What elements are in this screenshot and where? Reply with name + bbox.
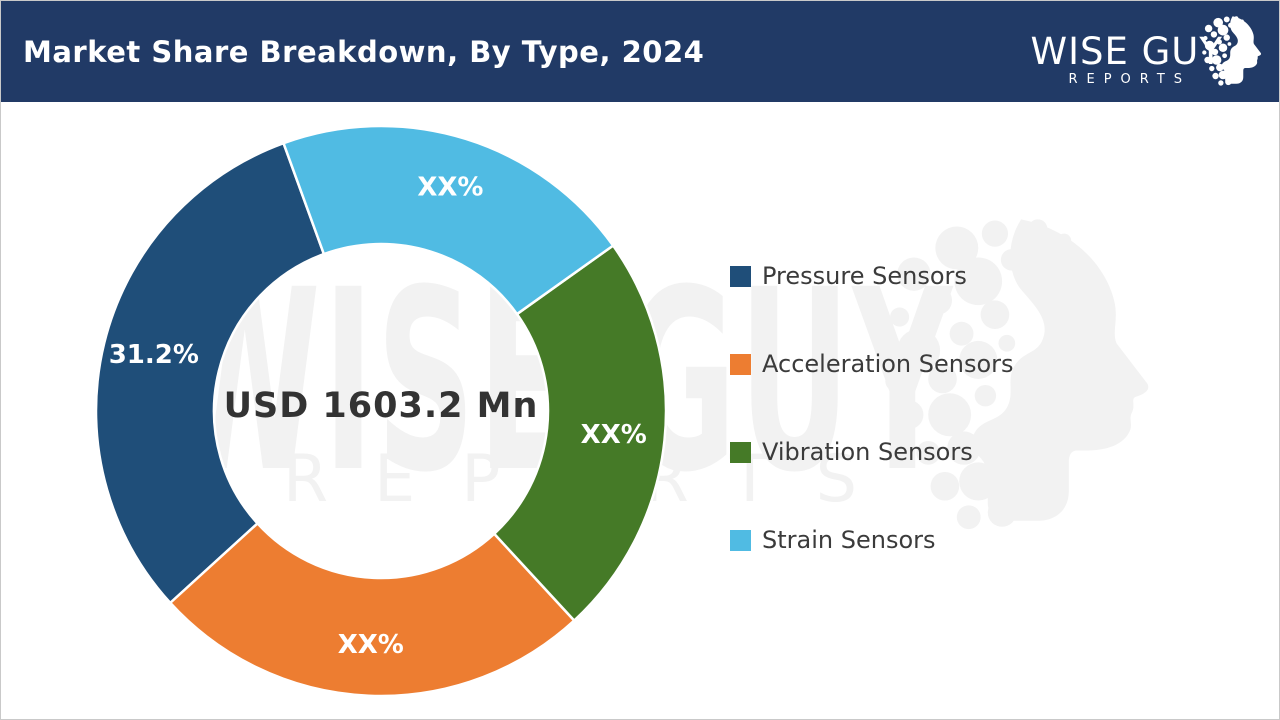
legend-item: Pressure Sensors — [730, 264, 1014, 288]
brand-name: WISE GUY — [1030, 29, 1223, 73]
legend-label: Acceleration Sensors — [762, 350, 1014, 378]
brand-wordmark: WISE GUY REPORTS — [1031, 33, 1223, 86]
legend-label: Vibration Sensors — [762, 438, 973, 466]
slice-label: 31.2% — [109, 340, 199, 370]
legend-swatch-icon — [730, 441, 751, 463]
legend-label: Strain Sensors — [762, 526, 936, 554]
donut-slice — [492, 244, 668, 622]
page-title: Market Share Breakdown, By Type, 2024 — [23, 34, 705, 69]
brand-subtitle: REPORTS — [1068, 71, 1192, 87]
legend-swatch-icon — [730, 353, 751, 375]
legend-swatch-icon — [730, 265, 751, 287]
chart-center-value: USD 1603.2 Mn — [223, 386, 539, 426]
chart-legend: Pressure Sensors Acceleration Sensors Vi… — [730, 264, 1014, 552]
legend-item: Strain Sensors — [730, 528, 1014, 552]
wiseguy-head-icon — [1199, 8, 1263, 96]
donut-slice — [282, 124, 615, 316]
legend-swatch-icon — [730, 529, 751, 551]
donut-slice — [169, 522, 576, 698]
slice-label: XX% — [417, 173, 483, 203]
legend-label: Pressure Sensors — [762, 262, 967, 290]
legend-item: Acceleration Sensors — [730, 352, 1014, 376]
donut-chart: 31.2% XX% XX% XX% — [94, 124, 668, 698]
legend-item: Vibration Sensors — [730, 440, 1014, 464]
slice-label: XX% — [581, 420, 647, 450]
donut-slice — [94, 141, 326, 605]
brand-logo: WISE GUY REPORTS — [1031, 8, 1263, 96]
header-bar: Market Share Breakdown, By Type, 2024 WI… — [1, 1, 1279, 102]
slice-label: XX% — [338, 630, 404, 660]
